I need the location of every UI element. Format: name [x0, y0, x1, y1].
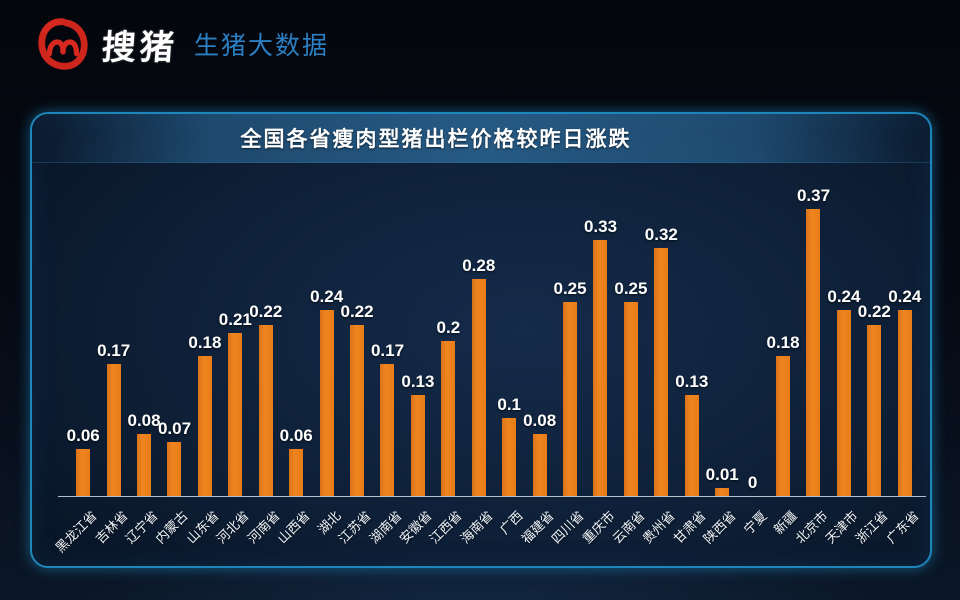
bar-value-label: 0.22 — [249, 302, 283, 321]
bar-slot: 0.24 — [310, 146, 344, 496]
bar-slot: 0.24 — [888, 146, 922, 496]
bar-value-label: 0.2 — [436, 318, 461, 337]
bar — [167, 442, 182, 496]
bar-slot: 0.13 — [401, 146, 435, 496]
bar-slot: 0.24 — [827, 146, 861, 496]
x-axis-tick-area: 黑龙江省 吉林省 辽宁省 内蒙古 山东省 河北省 河南省 山西省 湖北 江苏省 湖南省 安徽省 江西省海… — [53, 500, 922, 566]
bar — [137, 434, 152, 496]
bar-slot: 0.32 — [644, 146, 678, 496]
plot-area: 0.06 0.17 0.08 0.07 0.18 0.21 0.22 0.06 0.24 0.22… — [67, 186, 921, 496]
bar-slot: 0.18 — [766, 146, 800, 496]
bar-slot: 0.06 — [66, 146, 100, 496]
bar — [776, 356, 791, 496]
bar-slot: 0.08 — [523, 146, 557, 496]
brand-name: 搜猪 — [100, 27, 180, 68]
bar — [350, 325, 365, 496]
bar — [106, 364, 121, 496]
bar — [380, 364, 395, 496]
souzhu-pig-logo-icon — [38, 18, 88, 70]
bar — [410, 395, 425, 496]
header: 搜猪 生猪大数据 — [34, 12, 329, 76]
bar-slot: 0.06 — [279, 146, 313, 496]
bar-value-label: 0.06 — [279, 426, 313, 445]
bar — [563, 302, 578, 496]
bar — [593, 240, 608, 496]
bar — [836, 310, 851, 496]
bar — [806, 209, 821, 496]
bar-value-label: 0.24 — [827, 287, 861, 306]
bar-value-label: 0.17 — [97, 341, 131, 360]
bar-value-label: 0.22 — [857, 302, 891, 321]
chart-title: 全国各省瘦肉型猪出栏价格较昨日涨跌 — [240, 126, 632, 151]
bar-value-label: 0.13 — [675, 372, 709, 391]
bar-value-label: 0 — [747, 473, 758, 492]
bar-value-label: 0.18 — [766, 333, 800, 352]
bar-value-label: 0.37 — [796, 186, 831, 205]
bar-value-label: 0.07 — [157, 419, 192, 438]
bar — [76, 449, 91, 496]
bar-slot: 0.17 — [97, 146, 131, 496]
bar-slot: 0.33 — [583, 146, 618, 496]
bar-slot: 0.08 — [127, 146, 161, 496]
bar-slot: 0.17 — [370, 146, 405, 496]
bar-slot: 0.01 — [705, 146, 739, 496]
bar-slot: 0.37 — [796, 146, 831, 496]
bar — [715, 488, 730, 496]
bar-slot: 0.25 — [614, 146, 648, 496]
bar-value-label: 0.06 — [66, 426, 100, 445]
bar-slot: 0.22 — [249, 146, 283, 496]
bar-value-label: 0.32 — [644, 225, 678, 244]
bar — [684, 395, 699, 496]
bar-slot: 0.2 — [433, 146, 463, 496]
bar-value-label: 0.22 — [340, 302, 374, 321]
bar-value-label: 0.28 — [462, 256, 496, 275]
bar-value-label: 0.08 — [127, 411, 161, 430]
bar-value-label: 0.25 — [553, 279, 587, 298]
bar — [623, 302, 638, 496]
bar-value-label: 0.18 — [188, 333, 222, 352]
bar-value-label: 0.24 — [888, 287, 922, 306]
bar-value-label: 0.25 — [614, 279, 648, 298]
bar-slot: 0.18 — [188, 146, 222, 496]
bar-value-label: 0.01 — [705, 465, 739, 484]
bar — [258, 325, 273, 496]
bar-slot: 0.21 — [218, 146, 252, 496]
bar — [654, 248, 669, 496]
bar-slot: 0.25 — [553, 146, 587, 496]
bar-slot: 0.13 — [675, 146, 709, 496]
bar-value-label: 0.21 — [218, 310, 252, 329]
brand-subtitle: 生猪大数据 — [194, 32, 330, 60]
bar-value-label: 0.08 — [523, 411, 557, 430]
bar-slot: 0.07 — [157, 146, 192, 496]
bar — [228, 333, 243, 496]
bar — [441, 341, 456, 496]
title-band — [32, 114, 930, 163]
bar — [502, 418, 517, 496]
bar-value-label: 0.1 — [497, 395, 522, 414]
bar-slot: 0.28 — [462, 146, 496, 496]
bar — [289, 449, 304, 496]
bar-slot: 0.1 — [494, 146, 524, 496]
bar — [897, 310, 912, 496]
bar-value-label: 0.33 — [583, 217, 618, 236]
bar-value-label: 0.17 — [370, 341, 405, 360]
bar — [867, 325, 882, 496]
bar — [319, 310, 334, 496]
bar-value-label: 0.13 — [401, 372, 435, 391]
bar-value-label: 0.24 — [310, 287, 344, 306]
bar — [532, 434, 547, 496]
bar — [471, 279, 486, 496]
bar — [197, 356, 212, 496]
chart-panel: 全国各省瘦肉型猪出栏价格较昨日涨跌 0.06 0.17 0.08 0.07 0.18 0.… — [30, 112, 932, 568]
x-axis-line — [58, 496, 926, 497]
bar-slot: 0 — [737, 146, 767, 496]
bar-slot: 0.22 — [340, 146, 374, 496]
bar-slot: 0.22 — [857, 146, 891, 496]
